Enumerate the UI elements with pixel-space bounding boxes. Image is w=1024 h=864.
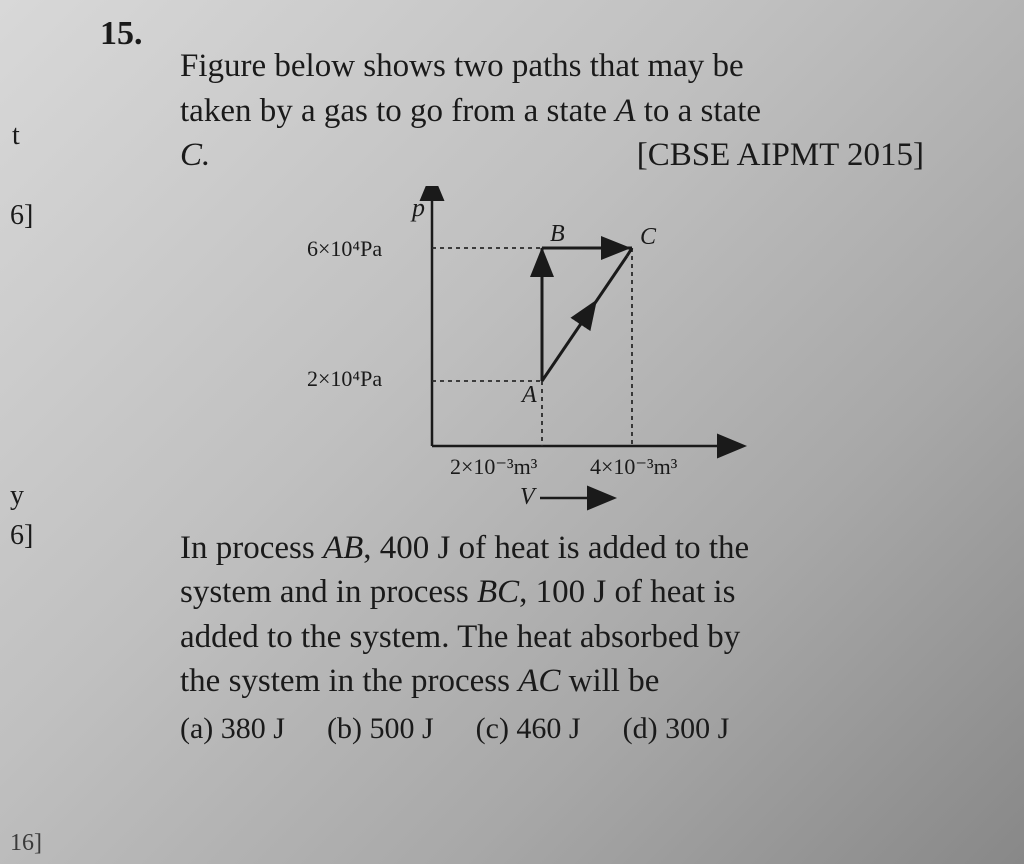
fl2-BC: BC [477, 574, 519, 610]
q-line2a: taken by a gas to go from a state [180, 93, 607, 129]
margin-fragment-6b: 6] [10, 520, 33, 552]
point-B: B [550, 221, 565, 247]
fl4b: will be [560, 663, 659, 699]
option-b: (b) 500 J [327, 712, 434, 746]
margin-fragment-16: 16] [10, 830, 42, 857]
fl1b: , 400 J of heat is added to the [363, 530, 749, 566]
pv-diagram-svg: p 6×10⁴Pa 2×10⁴Pa A B C 2×10⁻³m³ 4×10⁻³m… [292, 186, 752, 516]
fl1-AB: AB [323, 530, 363, 566]
q-line2b: to a state [644, 93, 761, 129]
option-c: (c) 460 J [476, 712, 581, 746]
option-d: (d) 300 J [623, 712, 730, 746]
q-state-A: A [615, 93, 635, 129]
pv-diagram: p 6×10⁴Pa 2×10⁴Pa A B C 2×10⁻³m³ 4×10⁻³m… [80, 186, 964, 516]
v-axis-label: V [520, 484, 537, 510]
margin-fragment-y: y [10, 480, 24, 512]
y-label-hi: 6×10⁴Pa [307, 236, 382, 261]
question-text: Figure below shows two paths that may be… [180, 30, 964, 178]
margin-fragment-6a: 6] [10, 200, 33, 232]
fl4a: the system in the process [180, 663, 518, 699]
fl3: added to the system. The heat absorbed b… [180, 619, 740, 655]
fl2b: , 100 J of heat is [519, 574, 735, 610]
question-number: 15. [100, 15, 143, 53]
point-A: A [520, 382, 537, 408]
q-state-C: C. [180, 133, 210, 178]
x-label-hi: 4×10⁻³m³ [590, 454, 678, 479]
q-line1: Figure below shows two paths that may be [180, 48, 744, 84]
question-followup: In process AB, 400 J of heat is added to… [180, 526, 964, 704]
option-a: (a) 380 J [180, 712, 285, 746]
p-axis-label: p [410, 193, 425, 222]
path-AC-arrow [580, 307, 592, 325]
margin-fragment-t: t [12, 120, 20, 152]
fl2a: system and in process [180, 574, 477, 610]
fl4-AC: AC [518, 663, 560, 699]
y-label-lo: 2×10⁴Pa [307, 366, 382, 391]
q-source: [CBSE AIPMT 2015] [637, 133, 924, 178]
point-C: C [640, 224, 657, 250]
fl1a: In process [180, 530, 323, 566]
x-label-lo: 2×10⁻³m³ [450, 454, 538, 479]
answer-options: (a) 380 J (b) 500 J (c) 460 J (d) 300 J [180, 712, 964, 746]
